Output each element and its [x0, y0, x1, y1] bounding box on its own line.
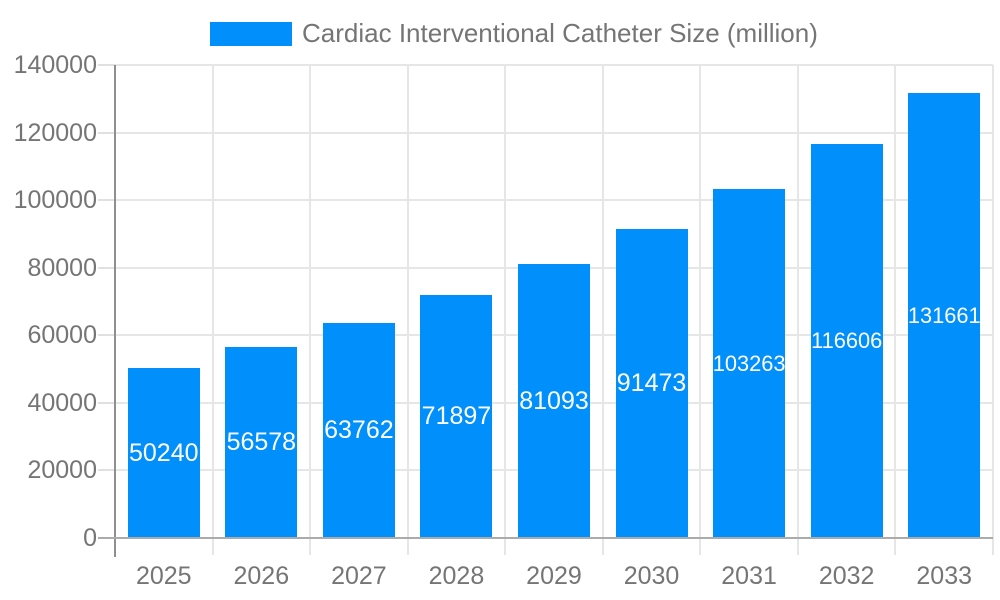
y-gridline [115, 64, 993, 66]
y-tick-label: 120000 [13, 118, 97, 147]
x-tick-label: 2025 [135, 562, 192, 590]
y-axis-tick [98, 131, 115, 134]
x-tick-label: 2029 [526, 562, 582, 590]
x-tick-label: 2032 [818, 562, 875, 590]
y-tick-label: 80000 [27, 253, 97, 282]
x-gridline [699, 65, 702, 555]
x-axis-line [98, 537, 993, 539]
y-gridline [115, 199, 993, 202]
legend-swatch [210, 21, 292, 46]
bar-value-label: 63762 [324, 415, 394, 444]
x-gridline [992, 65, 994, 555]
x-gridline [309, 65, 312, 555]
x-gridline [894, 65, 897, 555]
bar[interactable] [322, 322, 395, 538]
bar[interactable] [225, 346, 298, 538]
x-gridline [504, 65, 507, 555]
x-gridline [601, 65, 604, 555]
legend-series-label: Cardiac Interventional Catheter Size (mi… [302, 18, 818, 48]
legend[interactable]: Cardiac Interventional Catheter Size (mi… [210, 18, 818, 49]
x-gridline [211, 65, 214, 555]
x-tick-label: 2027 [331, 562, 387, 590]
y-tick-label: 0 [83, 524, 97, 552]
bar-value-label: 56578 [226, 427, 297, 456]
y-axis-tick [98, 64, 115, 66]
bar[interactable] [810, 144, 883, 538]
y-tick-label: 140000 [13, 51, 97, 79]
bar-value-label: 81093 [519, 386, 589, 415]
bar-value-label: 91473 [616, 368, 687, 397]
y-axis-tick [98, 469, 115, 472]
bar-value-label: 116606 [811, 328, 883, 354]
bar[interactable] [713, 189, 786, 538]
y-axis-tick [98, 266, 115, 269]
x-gridline [406, 65, 409, 555]
bar[interactable] [518, 264, 590, 538]
y-axis-tick [98, 401, 115, 404]
x-tick-label: 2033 [916, 562, 973, 590]
x-tick-label: 2026 [233, 562, 290, 590]
bar[interactable] [420, 295, 493, 538]
y-tick-label: 40000 [27, 388, 97, 417]
y-axis-tick [98, 199, 115, 202]
y-axis-tick [98, 334, 115, 337]
bar-value-label: 131661 [907, 302, 981, 328]
bar-value-label: 50240 [129, 438, 199, 467]
x-gridline [796, 65, 799, 555]
plot-area: 50240 56578 63762 71897 81093 91473 103263 1166… [98, 64, 994, 557]
x-tick-label: 2031 [721, 562, 777, 590]
bar[interactable] [615, 228, 688, 538]
bar[interactable] [127, 368, 200, 538]
y-tick-label: 100000 [13, 186, 97, 215]
x-tick-label: 2030 [623, 562, 680, 590]
x-tick-label: 2028 [428, 562, 485, 590]
y-tick-label: 20000 [27, 456, 97, 485]
bar[interactable] [908, 93, 981, 538]
y-tick-label: 60000 [27, 321, 97, 350]
y-axis-line [114, 65, 116, 557]
bar-value-label: 103263 [712, 350, 786, 376]
bar-value-label: 71897 [421, 402, 492, 431]
y-gridline [115, 131, 993, 134]
